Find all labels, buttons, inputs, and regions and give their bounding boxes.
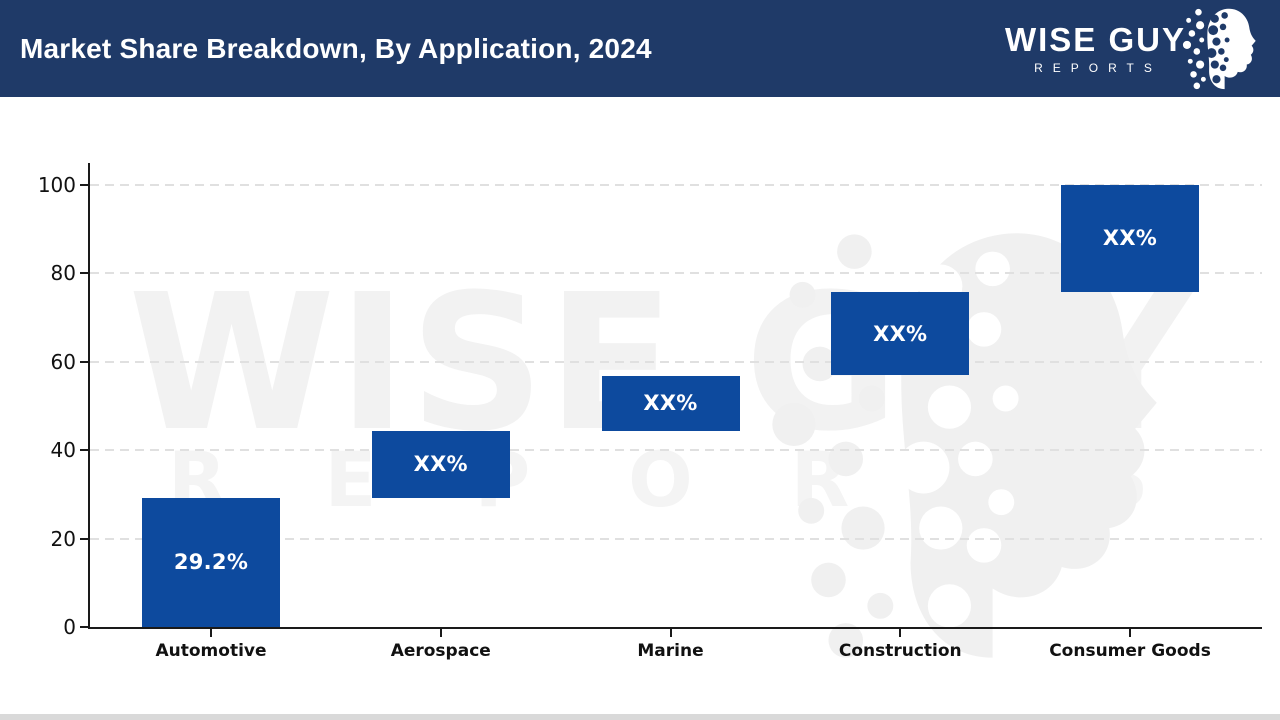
y-tick-60 — [80, 360, 88, 363]
x-category-label-2: Marine — [637, 641, 704, 661]
bar-consumer-goods: XX% — [1061, 185, 1199, 292]
logo-wordmark: WISE GUY — [1004, 20, 1186, 58]
bar-value-label: XX% — [643, 391, 698, 416]
y-tick-0 — [80, 626, 88, 628]
x-category-label-1: Aerospace — [390, 641, 491, 661]
bar-value-label: XX% — [873, 321, 928, 346]
logo-text: WISE GUY REPORTS — [1005, 23, 1186, 75]
y-tick-label-100: 100 — [37, 173, 76, 197]
y-tick-label-20: 20 — [50, 526, 76, 551]
y-tick-label-60: 60 — [50, 349, 76, 374]
x-category-label-0: Automotive — [155, 641, 267, 661]
y-tick-label-80: 80 — [50, 261, 76, 286]
bar-marine: XX% — [601, 375, 740, 431]
logo-subtitle: REPORTS — [1034, 60, 1162, 75]
bar-value-label: XX% — [413, 452, 468, 477]
x-tick-1 — [439, 629, 442, 637]
y-axis-line — [88, 163, 90, 629]
x-tick-4 — [1129, 629, 1131, 637]
footer-strip — [0, 714, 1280, 720]
wise-guy-reports-logo: WISE GUY REPORTS — [1005, 4, 1266, 94]
gridline-80 — [90, 272, 1262, 275]
x-tick-2 — [669, 629, 672, 637]
gridline-60 — [90, 360, 1262, 363]
bar-value-label: 29.2% — [173, 550, 249, 575]
x-axis-line — [88, 627, 1262, 629]
dotted-head-logo-icon — [1182, 8, 1256, 89]
page-title: Market Share Breakdown, By Application, … — [20, 32, 652, 64]
gridline-40 — [90, 449, 1262, 452]
y-tick-100 — [80, 184, 88, 186]
x-tick-0 — [210, 629, 212, 637]
bar-aerospace: XX% — [371, 430, 510, 498]
y-tick-label-0: 0 — [63, 615, 76, 639]
y-tick-label-40: 40 — [50, 438, 76, 463]
gridline-100 — [90, 184, 1262, 186]
report-header: Market Share Breakdown, By Application, … — [0, 0, 1280, 97]
bar-construction: XX% — [831, 291, 970, 376]
x-category-label-3: Construction — [838, 641, 962, 661]
y-tick-80 — [80, 272, 88, 275]
y-tick-40 — [80, 449, 88, 452]
bar-value-label: XX% — [1102, 226, 1158, 251]
bar-automotive: 29.2% — [142, 497, 280, 627]
gridline-20 — [90, 537, 1262, 540]
x-tick-3 — [899, 629, 902, 637]
x-category-label-4: Consumer Goods — [1049, 641, 1211, 661]
y-tick-20 — [80, 537, 88, 540]
